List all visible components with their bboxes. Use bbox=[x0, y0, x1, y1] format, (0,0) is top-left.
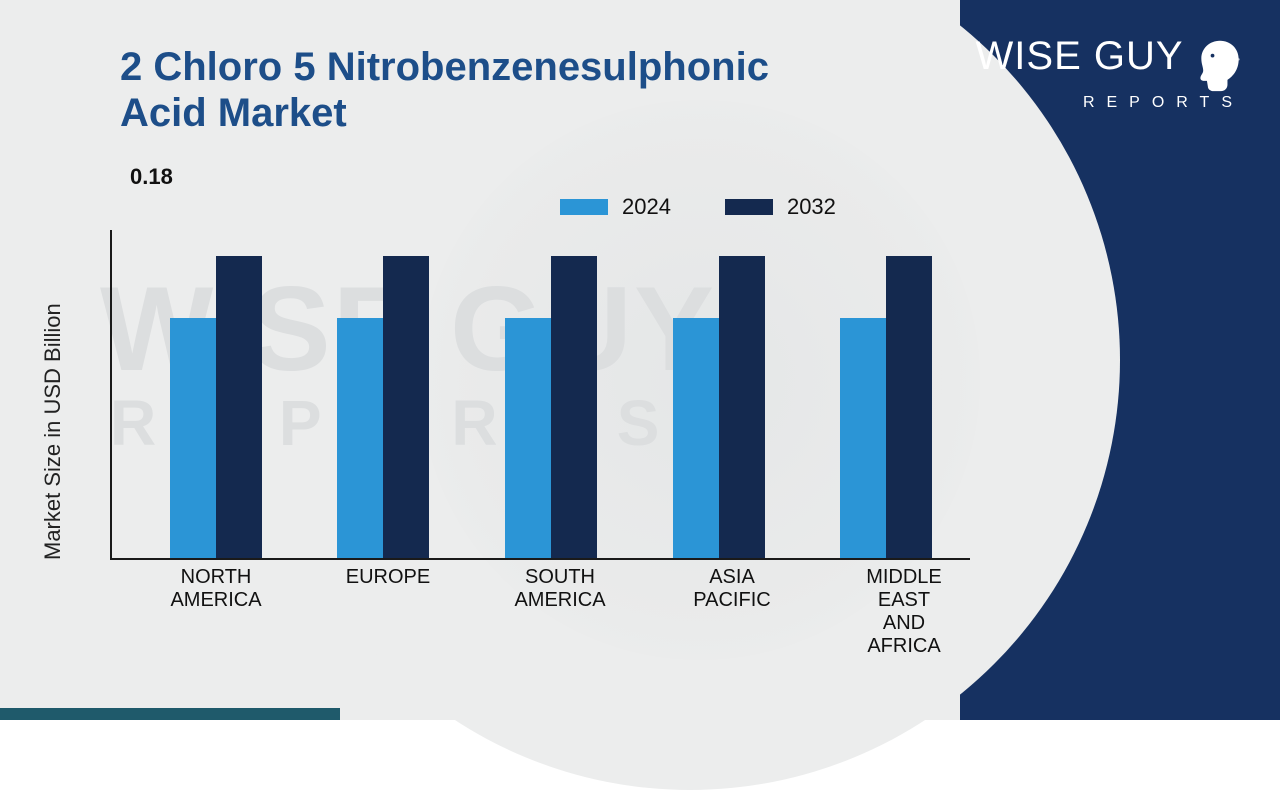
page-title: 2 Chloro 5 Nitrobenzenesulphonic Acid Ma… bbox=[120, 44, 840, 136]
bar bbox=[673, 318, 719, 558]
bar bbox=[840, 318, 886, 558]
x-axis-label: MIDDLEEASTANDAFRICA bbox=[818, 566, 990, 658]
legend-item: 2032 bbox=[725, 194, 836, 220]
bar bbox=[383, 256, 429, 559]
bar-group bbox=[132, 256, 300, 559]
logo-line1: WISE GUY bbox=[976, 34, 1184, 78]
logo-line2: REPORTS bbox=[976, 95, 1248, 111]
x-axis-label: ASIAPACIFIC bbox=[646, 566, 818, 658]
legend-swatch bbox=[560, 199, 608, 215]
bar bbox=[170, 318, 216, 558]
x-axis-label: NORTHAMERICA bbox=[130, 566, 302, 658]
brand-logo: WISE GUY REPORTS bbox=[976, 36, 1248, 111]
legend-item: 2024 bbox=[560, 194, 671, 220]
bar-group bbox=[802, 256, 970, 559]
x-axis-label: SOUTHAMERICA bbox=[474, 566, 646, 658]
legend-label: 2032 bbox=[787, 194, 836, 220]
bar bbox=[337, 318, 383, 558]
y-axis-max-label: 0.18 bbox=[130, 164, 173, 190]
bar-group bbox=[467, 256, 635, 559]
bar bbox=[216, 256, 262, 559]
bar-group bbox=[300, 256, 468, 559]
bar-chart bbox=[110, 230, 970, 560]
bottom-accent-bar bbox=[0, 708, 340, 720]
x-axis-labels: NORTHAMERICAEUROPESOUTHAMERICAASIAPACIFI… bbox=[110, 566, 990, 658]
bar bbox=[719, 256, 765, 559]
bar bbox=[886, 256, 932, 559]
y-axis-label: Market Size in USD Billion bbox=[40, 303, 66, 560]
legend-swatch bbox=[725, 199, 773, 215]
x-axis-label: EUROPE bbox=[302, 566, 474, 658]
head-silhouette-icon bbox=[1192, 37, 1248, 93]
bar-group bbox=[635, 256, 803, 559]
bar bbox=[505, 318, 551, 558]
bar-groups bbox=[112, 230, 970, 558]
chart-legend: 2024 2032 bbox=[560, 194, 836, 220]
legend-label: 2024 bbox=[622, 194, 671, 220]
report-canvas: WISE GUY REPORTS WISE GUY REPORTS 2 Chlo… bbox=[0, 0, 1280, 720]
bar bbox=[551, 256, 597, 559]
